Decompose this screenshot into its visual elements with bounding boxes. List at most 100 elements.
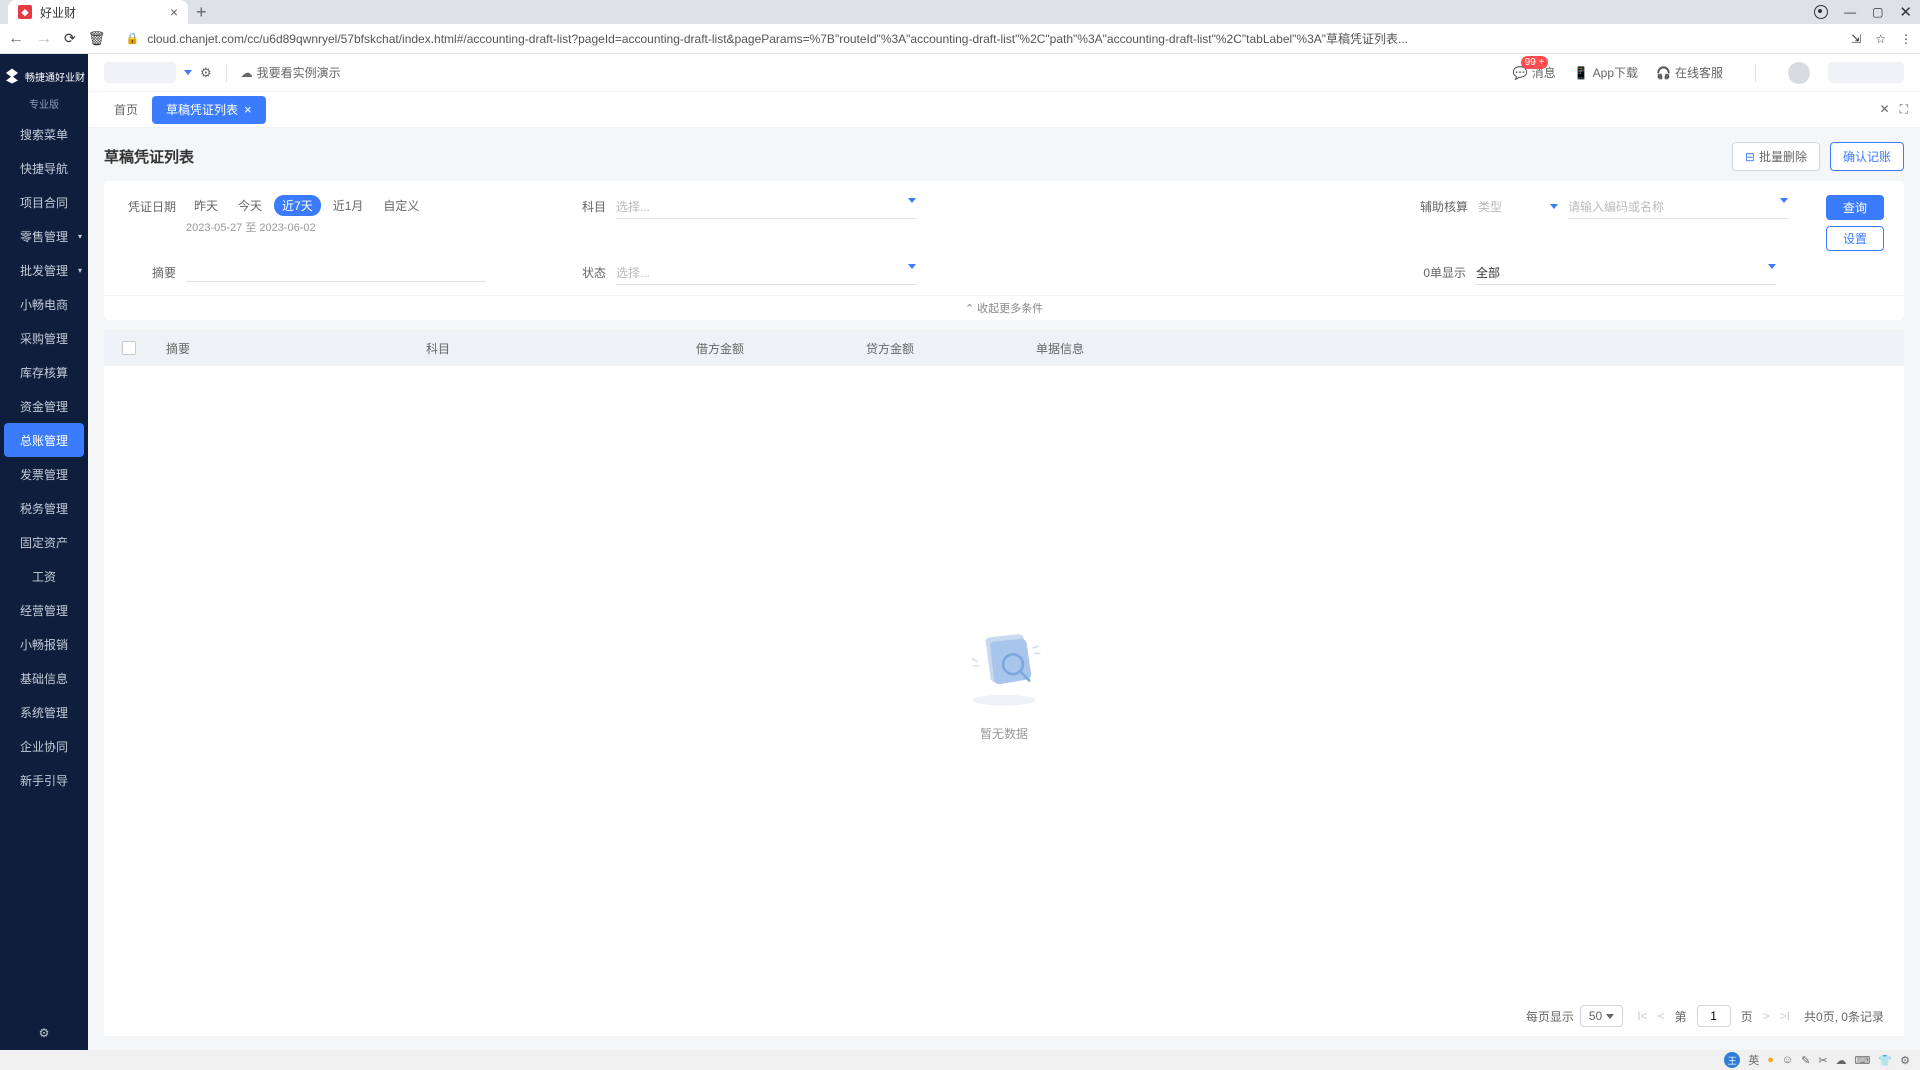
date-pill-0[interactable]: 昨天 bbox=[186, 195, 226, 216]
close-window-button[interactable]: ✕ bbox=[1899, 3, 1912, 21]
avatar[interactable] bbox=[1788, 62, 1810, 84]
minimize-button[interactable]: — bbox=[1844, 5, 1856, 19]
tray-edit-icon[interactable]: ✎ bbox=[1801, 1054, 1810, 1067]
tab-draft-list-label: 草稿凭证列表 bbox=[166, 101, 238, 118]
sidebar: 畅捷通好业财 专业版 搜索菜单快捷导航项目合同零售管理▾批发管理▾小畅电商采购管… bbox=[0, 54, 88, 1050]
sidebar-item-1[interactable]: 快捷导航 bbox=[0, 151, 88, 185]
org-settings-icon[interactable]: ⚙ bbox=[200, 65, 212, 81]
collapse-toggle[interactable]: ⌃ 收起更多条件 bbox=[104, 295, 1904, 320]
status-select[interactable]: 选择... bbox=[616, 261, 916, 285]
next-page-button[interactable]: > bbox=[1763, 1009, 1770, 1023]
sidebar-item-15[interactable]: 小畅报销 bbox=[0, 627, 88, 661]
sidebar-item-5[interactable]: 小畅电商 bbox=[0, 287, 88, 321]
forward-button[interactable]: → bbox=[36, 30, 52, 48]
tray-scissors-icon[interactable]: ✂ bbox=[1818, 1054, 1827, 1067]
collapse-icon: ⌃ bbox=[965, 303, 974, 315]
date-pill-1[interactable]: 今天 bbox=[230, 195, 270, 216]
sidebar-item-8[interactable]: 资金管理 bbox=[0, 389, 88, 423]
confirm-button[interactable]: 确认记账 bbox=[1830, 142, 1904, 171]
user-name[interactable] bbox=[1828, 62, 1904, 83]
date-pill-2[interactable]: 近7天 bbox=[274, 195, 321, 216]
delete-icon: ⊟ bbox=[1745, 150, 1755, 164]
sidebar-item-4[interactable]: 批发管理▾ bbox=[0, 253, 88, 287]
tab-home[interactable]: 首页 bbox=[100, 92, 152, 128]
first-page-button[interactable]: I< bbox=[1637, 1009, 1647, 1023]
sidebar-item-16[interactable]: 基础信息 bbox=[0, 661, 88, 695]
message-button[interactable]: 99 + 💬 消息 bbox=[1513, 64, 1556, 81]
tray-cloud-icon[interactable]: ☁ bbox=[1836, 1054, 1847, 1067]
close-all-icon[interactable]: ✕ bbox=[1880, 102, 1890, 117]
fullscreen-icon[interactable]: ⛶ bbox=[1900, 102, 1908, 117]
per-page-select[interactable]: 50 bbox=[1580, 1005, 1623, 1027]
window-controls: — ▢ ✕ bbox=[1814, 3, 1912, 21]
chevron-down-icon: ▾ bbox=[78, 232, 82, 241]
date-pill-3[interactable]: 近1月 bbox=[325, 195, 372, 216]
sidebar-item-0[interactable]: 搜索菜单 bbox=[0, 117, 88, 151]
chevron-down-icon bbox=[184, 70, 192, 75]
badge-count: 99 + bbox=[1521, 56, 1549, 69]
sidebar-item-12[interactable]: 固定资产 bbox=[0, 525, 88, 559]
tray-smile-icon[interactable]: ☺ bbox=[1782, 1054, 1793, 1066]
sidebar-item-9[interactable]: 总账管理 bbox=[4, 423, 84, 457]
sidebar-item-14[interactable]: 经营管理 bbox=[0, 593, 88, 627]
page-suffix: 页 bbox=[1741, 1008, 1753, 1025]
ime-lang[interactable]: 英 bbox=[1748, 1052, 1759, 1068]
tab-close-icon[interactable]: × bbox=[244, 102, 252, 117]
date-pill-4[interactable]: 自定义 bbox=[375, 195, 427, 216]
maximize-button[interactable]: ▢ bbox=[1872, 5, 1883, 19]
tab-close-icon[interactable]: × bbox=[170, 4, 178, 20]
tray-gear-icon[interactable]: ⚙ bbox=[1900, 1054, 1910, 1067]
new-tab-button[interactable]: + bbox=[196, 2, 207, 23]
aux-code-input[interactable]: 请输入编码或名称 bbox=[1568, 195, 1788, 219]
download-button[interactable]: 📱 App下载 bbox=[1574, 64, 1638, 81]
sidebar-item-2[interactable]: 项目合同 bbox=[0, 185, 88, 219]
sidebar-settings[interactable]: ⚙ bbox=[0, 1016, 88, 1050]
ime-badge[interactable]: 王 bbox=[1724, 1052, 1740, 1068]
account-icon[interactable] bbox=[1814, 5, 1828, 19]
aux-type-select[interactable]: 类型 bbox=[1478, 195, 1558, 218]
org-selector[interactable]: ⚙ bbox=[104, 62, 212, 83]
subject-select[interactable]: 选择... bbox=[616, 195, 916, 219]
sidebar-item-18[interactable]: 企业协同 bbox=[0, 729, 88, 763]
sidebar-item-3[interactable]: 零售管理▾ bbox=[0, 219, 88, 253]
star-icon[interactable]: ☆ bbox=[1875, 32, 1886, 46]
zero-select[interactable]: 全部 bbox=[1476, 261, 1776, 285]
sidebar-item-19[interactable]: 新手引导 bbox=[0, 763, 88, 797]
pagination: 每页显示 50 I< < 第 页 > >I bbox=[104, 996, 1904, 1036]
download-label: App下载 bbox=[1593, 64, 1638, 81]
gear-icon: ⚙ bbox=[39, 1026, 50, 1040]
demo-link[interactable]: ☁ 我要看实例演示 bbox=[241, 64, 341, 81]
settings-button[interactable]: 设置 bbox=[1826, 226, 1884, 251]
tray-person-icon[interactable]: 👕 bbox=[1878, 1054, 1892, 1067]
page-prefix: 第 bbox=[1675, 1008, 1687, 1025]
tab-draft-list[interactable]: 草稿凭证列表 × bbox=[152, 96, 266, 124]
select-all-checkbox[interactable] bbox=[122, 341, 136, 355]
prev-page-button[interactable]: < bbox=[1658, 1009, 1665, 1023]
sidebar-item-6[interactable]: 采购管理 bbox=[0, 321, 88, 355]
back-button[interactable]: ← bbox=[8, 30, 24, 48]
tray-keyboard-icon[interactable]: ⌨ bbox=[1855, 1054, 1871, 1067]
menu-icon[interactable]: ⋮ bbox=[1900, 32, 1912, 46]
last-page-button[interactable]: >I bbox=[1780, 1009, 1790, 1023]
search-button[interactable]: 查询 bbox=[1826, 195, 1884, 220]
sidebar-item-17[interactable]: 系统管理 bbox=[0, 695, 88, 729]
service-button[interactable]: 🎧 在线客服 bbox=[1656, 64, 1723, 81]
page-input[interactable] bbox=[1697, 1005, 1731, 1027]
install-icon[interactable]: ⇲ bbox=[1851, 32, 1861, 46]
sidebar-item-11[interactable]: 税务管理 bbox=[0, 491, 88, 525]
page-tab-bar: 首页 草稿凭证列表 × ✕ ⛶ bbox=[88, 92, 1920, 128]
sidebar-item-10[interactable]: 发票管理 bbox=[0, 457, 88, 491]
url-bar[interactable]: 🔒 cloud.chanjet.com/cc/u6d89qwnryel/57bf… bbox=[118, 30, 1840, 47]
browser-tab[interactable]: ◆ 好业财 × bbox=[8, 0, 188, 24]
empty-text: 暂无数据 bbox=[980, 725, 1028, 742]
sidebar-item-7[interactable]: 库存核算 bbox=[0, 355, 88, 389]
batch-delete-label: 批量删除 bbox=[1759, 148, 1807, 165]
batch-delete-button[interactable]: ⊟ 批量删除 bbox=[1732, 142, 1820, 171]
refresh-button[interactable]: ⟳ bbox=[64, 30, 76, 47]
delete-button[interactable]: 🗑 bbox=[88, 30, 106, 47]
sidebar-item-13[interactable]: 工资 bbox=[0, 559, 88, 593]
divider bbox=[1755, 64, 1756, 82]
subject-placeholder: 选择... bbox=[616, 198, 650, 215]
tray-icon[interactable]: ● bbox=[1767, 1054, 1774, 1066]
summary-input[interactable] bbox=[186, 261, 486, 282]
